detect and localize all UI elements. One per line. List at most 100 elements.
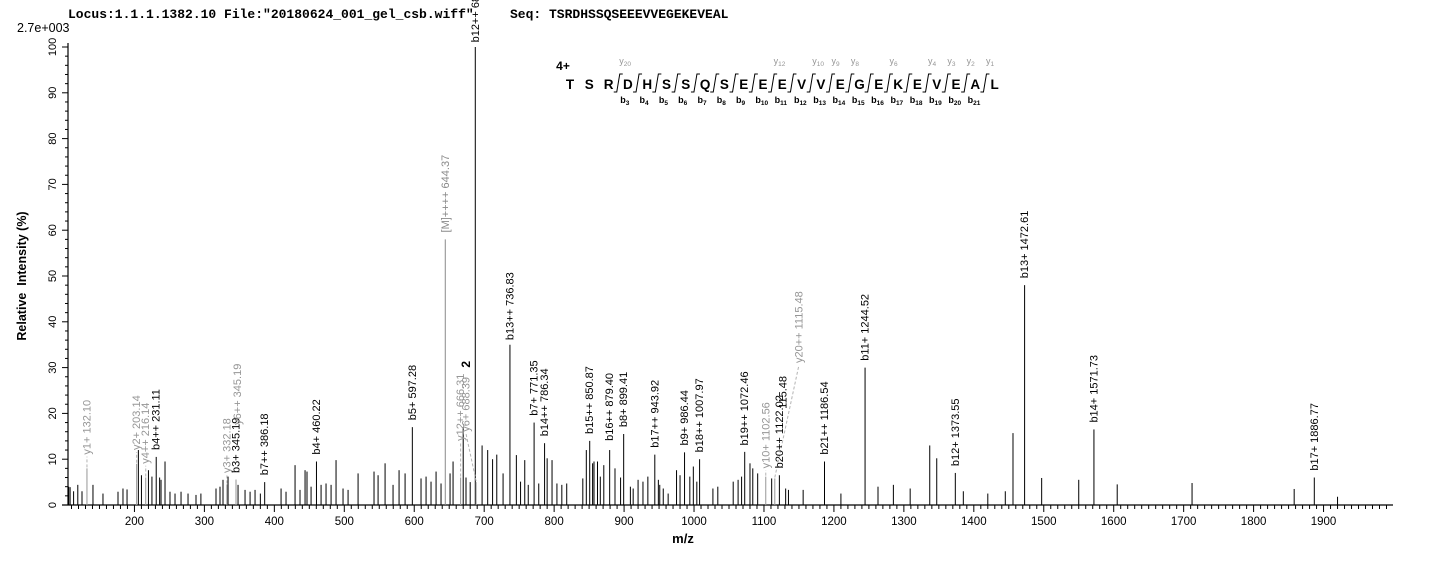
- peak-label: y4++ 216.14: [140, 403, 152, 464]
- peak-label: y10+ 1102.56: [760, 402, 772, 468]
- fragment-junction-mark: [883, 73, 893, 93]
- sequence-residue: E: [778, 77, 787, 92]
- y-ion-label: y10: [812, 56, 824, 68]
- b-ion-label: b17: [890, 95, 903, 107]
- sequence-residue: E: [874, 77, 883, 92]
- y-tick-label: 0: [47, 502, 59, 508]
- x-tick-label: 300: [195, 516, 214, 528]
- sequence-header-label: Seq: TSRDHSSQSEEEVVEGEKEVEAL: [510, 7, 729, 22]
- peak-label: y3+ 332.18: [221, 418, 233, 473]
- sequence-residue: R: [604, 77, 614, 92]
- x-tick-label: 200: [125, 516, 144, 528]
- peak-label-fragment: 2: [459, 361, 473, 368]
- x-tick-label: 1300: [891, 516, 917, 528]
- fragment-junction-mark: [690, 73, 700, 93]
- fragment-junction-mark: [806, 73, 816, 93]
- peak-label: b15++ 850.87: [584, 366, 596, 434]
- y-tick-label: 100: [47, 38, 59, 56]
- b-ion-label: b21: [968, 95, 981, 107]
- y-ion-label: y1: [986, 56, 995, 68]
- peak-label: b14++ 786.34: [539, 368, 551, 436]
- b-ion-label: b9: [736, 95, 746, 107]
- peak-label: b7++ 386.18: [259, 413, 271, 475]
- x-ticks: 200 300 400 500 600 700 800 900 1000 1100 1200 1300…: [70, 505, 1388, 528]
- b-ion-label: b6: [678, 95, 688, 107]
- peak-label: [M]++++ 644.37: [440, 155, 452, 233]
- sequence-residue: G: [854, 77, 865, 92]
- locus-file-label: Locus:1.1.1.1382.10 File:"20180624_001_g…: [68, 7, 474, 22]
- peak-label: y2+ 203.14: [131, 395, 143, 450]
- b-ion-label: b20: [948, 95, 961, 107]
- y-ion-label: y6: [889, 56, 898, 68]
- y-tick-label: 50: [47, 270, 59, 282]
- y-ion-label: y12: [774, 56, 786, 68]
- x-tick-label: 1100: [752, 516, 777, 528]
- x-tick-label: 1400: [961, 516, 987, 528]
- x-tick-label: 1500: [1031, 516, 1057, 528]
- fragment-junction-mark: [980, 73, 990, 93]
- peak-label: b12++ 687.28: [470, 0, 482, 42]
- sequence-residue: E: [836, 77, 845, 92]
- fragment-junction-mark: [961, 73, 971, 93]
- sequence-residue: A: [970, 77, 980, 92]
- peak-leader: [774, 364, 800, 478]
- y-ion-label: y4: [928, 56, 937, 68]
- peak-label: b9+ 986.44: [679, 390, 691, 445]
- sequence-residue: T: [566, 77, 575, 92]
- fragment-junction-mark: [671, 73, 681, 93]
- b-ion-label: b13: [813, 95, 826, 107]
- peak-label-fragment: 115.48: [778, 376, 790, 409]
- sequence-residue: Q: [700, 77, 711, 92]
- x-tick-label: 700: [475, 516, 494, 528]
- sequence-residue: K: [893, 77, 903, 92]
- x-tick-label: 1600: [1101, 516, 1127, 528]
- y-tick-label: 80: [47, 132, 59, 144]
- x-tick-label: 800: [545, 516, 564, 528]
- peak-label: b17+ 1886.77: [1309, 403, 1321, 471]
- x-tick-label: 1000: [681, 516, 707, 528]
- b-ion-label: b12: [794, 95, 807, 107]
- fragment-junction-mark: [613, 73, 623, 93]
- sequence-residue: E: [758, 77, 767, 92]
- b-ion-label: b4: [640, 95, 650, 107]
- labeled-peaks: [86, 47, 1315, 505]
- x-tick-label: 1800: [1241, 516, 1267, 528]
- peak-label: b13+ 1472.61: [1019, 211, 1031, 279]
- b-ion-label: b14: [833, 95, 846, 107]
- sequence-ladder: 4+T S R D H S S Q S E E E V V E G E K E V E A Lb3 b4 b5 b6 b7 b8 b9 b…: [556, 56, 999, 107]
- precursor-charge-label: 4+: [556, 59, 570, 73]
- fragment-junction-mark: [748, 73, 758, 93]
- peak-label: b16++ 879.40: [604, 373, 616, 441]
- fragment-junction-mark: [729, 73, 739, 93]
- sequence-residue: S: [585, 77, 594, 92]
- x-tick-label: 600: [405, 516, 424, 528]
- sequence-residue: V: [816, 77, 825, 92]
- peak-label: b7+ 771.35: [529, 360, 541, 415]
- x-tick-label: 1700: [1171, 516, 1197, 528]
- peak-label: b4++ 231.11: [151, 389, 163, 450]
- sequence-residue: H: [642, 77, 652, 92]
- y-ion-label: y3: [947, 56, 956, 68]
- peak-label: b21++ 1186.54: [819, 381, 831, 454]
- sequence-residue: V: [932, 77, 941, 92]
- sequence-residue: S: [681, 77, 690, 92]
- peak-label: b8+ 899.41: [618, 372, 630, 427]
- sequence-residue: V: [797, 77, 806, 92]
- y-ion-label: y9: [832, 56, 841, 68]
- b-ion-label: b7: [697, 95, 707, 107]
- fragment-junction-mark: [941, 73, 951, 93]
- intensity-scale-label: 2.7e+003: [17, 21, 70, 35]
- peak-label: y12++ 666.31: [455, 374, 467, 441]
- y-ion-label: y20: [619, 56, 631, 68]
- fragment-junction-mark: [652, 73, 662, 93]
- y-tick-label: 40: [47, 316, 59, 328]
- y-tick-label: 30: [47, 361, 59, 373]
- b-ion-label: b19: [929, 95, 942, 107]
- sequence-residue: E: [913, 77, 922, 92]
- b-ion-label: b3: [620, 95, 630, 107]
- peak-label: y6+ 688.39: [460, 377, 472, 432]
- b-ion-label: b10: [755, 95, 768, 107]
- b-ion-label: b8: [717, 95, 727, 107]
- x-axis-title: m/z: [672, 531, 694, 546]
